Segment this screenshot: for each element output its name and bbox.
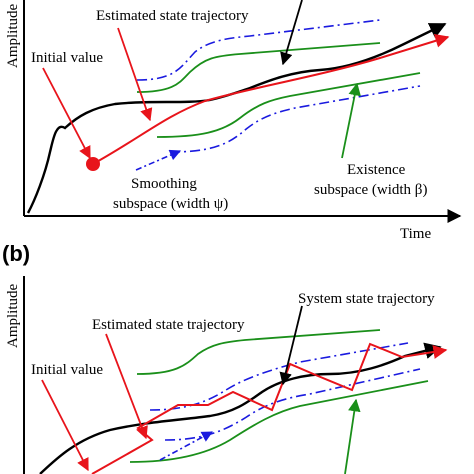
panel-a-smoothing-upper-bound [136,19,381,81]
panel-b-system-label-arrow [279,305,303,386]
panel-a-existence-lower-bound [156,72,421,138]
panel-b-system-trajectory [39,342,442,474]
panel-a: Amplitude Time Estimated state trajector… [5,0,462,242]
panel-b-smoothing-lower-bound [164,368,421,441]
panel-a-estimated-label-arrow [117,27,153,122]
panel-a-smoothing-label-arrow [135,149,182,171]
panel-b-initial-label-arrow [41,379,89,472]
panel-a-initial-label-arrow [42,67,91,160]
panel-a-system-trajectory [26,22,447,214]
panel-a-initial-value-dot [86,157,100,171]
panel-b-system-label: System state trajectory [298,291,435,307]
panel-a-existence-label-line2: subspace (width β) [314,182,427,198]
panel-a-initial-label: Initial value [31,50,103,66]
panel-b-existence-label-arrow [344,398,361,474]
panel-a-smoothing-label-line2: subspace (width ψ) [113,196,228,212]
panel-a-estimated-trajectory [92,34,450,165]
panel-b-initial-label: Initial value [31,362,103,378]
panel-b-existence-lower-bound [129,380,429,463]
panel-b-smoothing-label-arrow [159,431,213,461]
panel-b-estimated-trajectory [91,342,448,474]
panel-b-smoothing-upper-bound [149,342,409,411]
panel-a-smoothing-label-line1: Smoothing [131,176,197,192]
panel-a-y-axis-label: Amplitude [5,3,21,68]
panel-a-existence-label-line1: Existence [347,162,406,178]
panel-b-existence-upper-bound [136,329,381,375]
panel-a-system-label-arrow [280,0,303,66]
panel-b: (b) Amplitude System state trajectory Es… [2,241,448,474]
panel-a-estimated-label: Estimated state trajectory [96,8,249,24]
panel-b-estimated-label: Estimated state trajectory [92,317,245,333]
panel-b-label: (b) [2,241,30,266]
panel-a-smoothing-lower-bound [169,85,421,153]
panel-a-x-axis-label: Time [400,226,431,242]
panel-b-y-axis-label: Amplitude [5,283,21,348]
panel-a-existence-upper-bound [136,42,381,93]
panel-a-existence-label-arrow [341,82,361,159]
panel-b-estimated-label-arrow [105,333,148,440]
